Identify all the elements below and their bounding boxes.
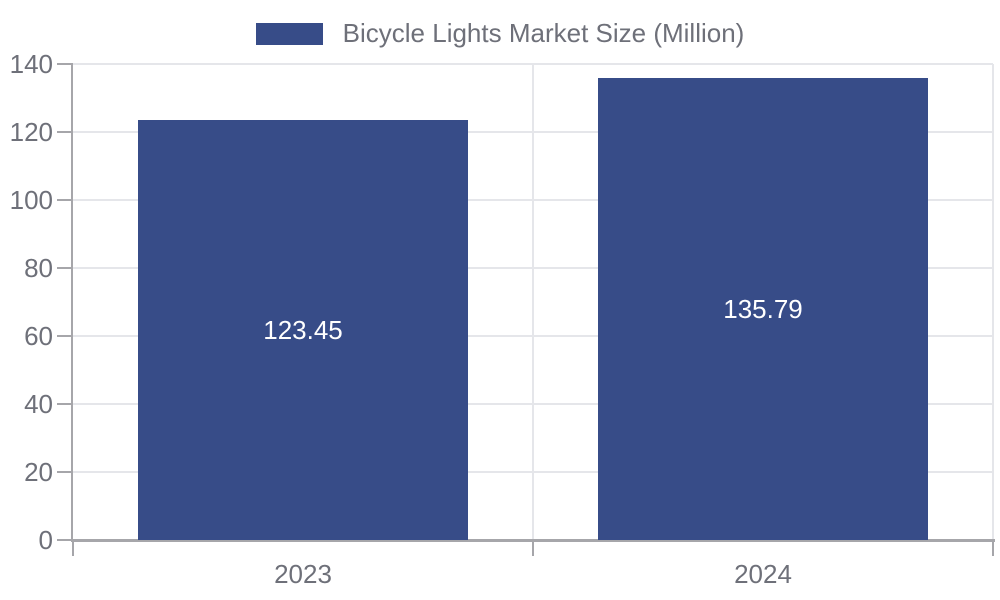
x-gridline — [532, 64, 534, 540]
x-axis-category-label: 2024 — [734, 559, 792, 589]
legend-swatch — [255, 22, 323, 45]
y-axis-line — [71, 64, 73, 542]
y-axis-tick-label: 100 — [9, 185, 53, 215]
y-axis-tick-label: 140 — [9, 49, 53, 79]
x-gridline — [992, 64, 994, 540]
y-axis-tick — [57, 267, 73, 269]
y-axis-tick-label: 120 — [9, 117, 53, 147]
y-axis-tick — [57, 63, 73, 65]
y-axis-tick — [57, 403, 73, 405]
bar-value-label: 123.45 — [263, 315, 343, 346]
legend-label: Bicycle Lights Market Size (Million) — [342, 18, 745, 48]
y-axis-tick — [57, 199, 73, 201]
y-axis-tick-label: 0 — [38, 525, 53, 555]
y-axis-tick — [57, 539, 73, 541]
bar-value-label: 135.79 — [723, 294, 803, 325]
y-axis-tick-label: 60 — [24, 321, 53, 351]
x-axis-tick — [532, 542, 534, 556]
x-axis-tick — [72, 542, 74, 556]
bar-2024[interactable] — [598, 78, 928, 540]
x-axis-category-label: 2023 — [274, 559, 332, 589]
x-axis-tick — [992, 542, 994, 556]
x-axis-line — [71, 539, 995, 542]
y-axis-tick — [57, 131, 73, 133]
y-axis-tick-label: 40 — [24, 389, 53, 419]
bar-2023[interactable] — [138, 120, 468, 540]
y-axis-tick-label: 80 — [24, 253, 53, 283]
y-axis-tick-label: 20 — [24, 457, 53, 487]
y-axis-tick — [57, 335, 73, 337]
y-axis-tick — [57, 471, 73, 473]
legend[interactable]: Bicycle Lights Market Size (Million) — [0, 18, 1000, 49]
